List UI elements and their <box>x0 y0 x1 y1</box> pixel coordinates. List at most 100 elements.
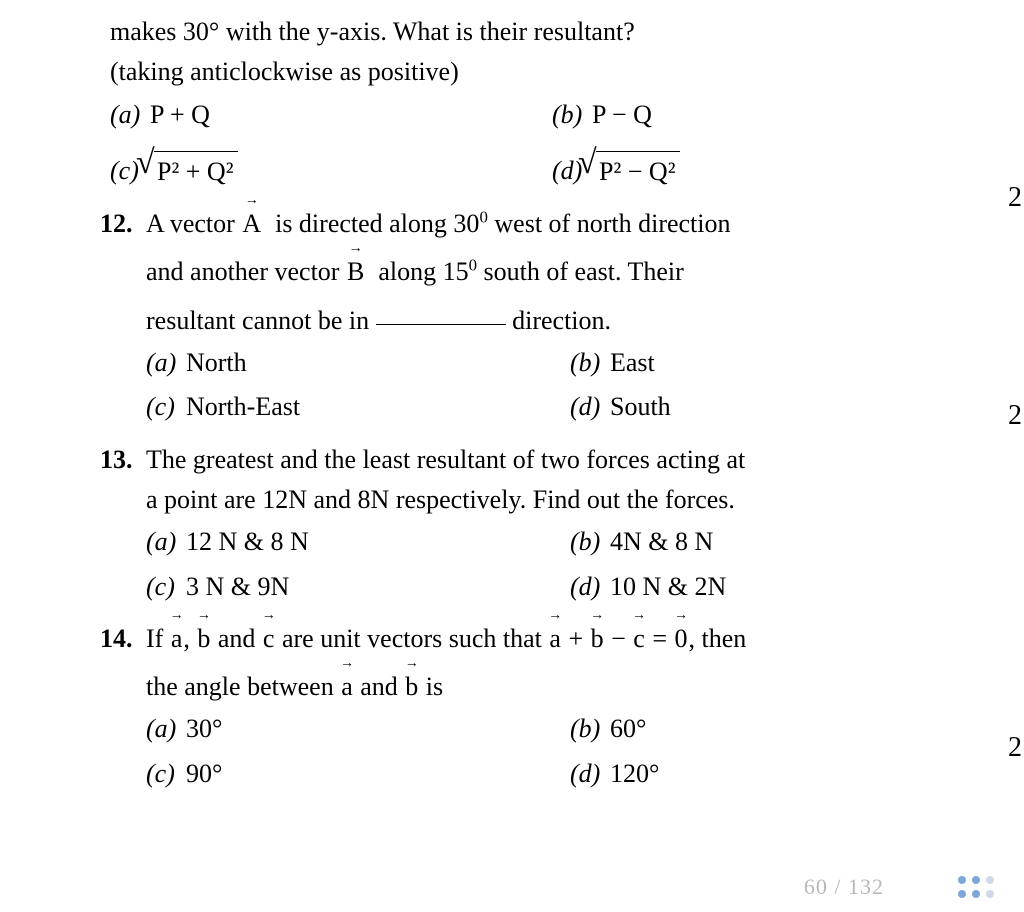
vector-b: →b <box>405 667 418 707</box>
option-label: (c) <box>146 567 186 607</box>
option-label: (b) <box>570 343 610 383</box>
option-c: (c)North-East <box>146 385 570 429</box>
option-a: (a)30° <box>146 707 570 751</box>
intro-options: (a) P + Q (b) P − Q (c) √P² + Q² (d) <box>110 93 994 195</box>
q12-line3: resultant cannot be in direction. <box>146 301 994 341</box>
vector-c: →c <box>633 619 645 659</box>
vector-a: →a <box>171 619 183 659</box>
vector-a: →a <box>341 667 353 707</box>
text-frag: direction. <box>506 306 611 335</box>
text-frag: A vector <box>146 209 241 238</box>
q14-line2: the angle between →a and →b is <box>146 667 994 707</box>
intro-line-2: (taking anticlockwise as positive) <box>110 52 994 92</box>
vector-letter: c <box>633 624 645 653</box>
text-frag: west of north direction <box>488 209 731 238</box>
option-label: (b) <box>570 709 610 749</box>
option-b: (b)60° <box>570 707 994 751</box>
text-frag: − <box>605 624 633 653</box>
option-text: 10 N & 2N <box>610 567 994 607</box>
option-a: (a) P + Q <box>110 93 552 137</box>
vector-c: →c <box>263 619 275 659</box>
q14-options: (a)30° (b)60° (c)90° (d)120° <box>146 707 994 796</box>
option-text: 3 N & 9N <box>186 567 570 607</box>
q13-line1: The greatest and the least resultant of … <box>146 440 994 480</box>
question-number: 14. <box>100 619 146 708</box>
option-label: (a) <box>146 709 186 749</box>
vector-b: →b <box>591 619 604 659</box>
q13-line2: a point are 12N and 8N respectively. Fin… <box>146 480 994 520</box>
option-label: (c) <box>146 754 186 794</box>
option-text: 4N & 8 N <box>610 522 994 562</box>
vector-letter: b <box>591 624 604 653</box>
text-frag: resultant cannot be in <box>146 306 376 335</box>
text-frag: , <box>183 624 196 653</box>
text-frag: are unit vectors such that <box>275 624 548 653</box>
option-label: (a) <box>146 522 186 562</box>
q12-line1: A vector →A is directed along 300 west o… <box>146 204 994 244</box>
question-number: 13. <box>100 440 146 521</box>
vector-letter: A <box>242 209 261 238</box>
option-text: North <box>186 343 570 383</box>
text-frag: is directed along 30 <box>269 209 480 238</box>
vector-letter: b <box>405 672 418 701</box>
question-14: 14. If →a, →b and →c are unit vectors su… <box>100 619 994 796</box>
vector-a: →A <box>242 204 261 244</box>
question-number: 12. <box>100 204 146 341</box>
vector-letter: B <box>347 257 364 286</box>
option-b: (b) P − Q <box>552 93 994 137</box>
option-label: (a) <box>110 95 150 135</box>
menu-dots-icon[interactable] <box>958 876 994 898</box>
q12-line2: and another vector →B along 150 south of… <box>146 252 994 292</box>
vector-letter: a <box>341 672 353 701</box>
text-frag: , then <box>689 624 747 653</box>
text-frag: is <box>419 672 443 701</box>
option-d: (d)South <box>570 385 994 429</box>
option-text: 30° <box>186 709 570 749</box>
question-body: The greatest and the least resultant of … <box>146 440 994 521</box>
option-text: P + Q <box>150 95 552 135</box>
sqrt-expression: √P² + Q² <box>150 151 238 192</box>
vector-letter: 0 <box>675 624 688 653</box>
question-body: If →a, →b and →c are unit vectors such t… <box>146 619 994 708</box>
option-label: (d) <box>570 567 610 607</box>
vector-letter: c <box>263 624 275 653</box>
option-label: (a) <box>146 343 186 383</box>
option-a: (a)12 N & 8 N <box>146 520 570 564</box>
option-b: (b)East <box>570 341 994 385</box>
question-12: 12. A vector →A is directed along 300 we… <box>100 204 994 429</box>
radicand: P² − Q² <box>596 151 680 192</box>
page-content: makes 30° with the y-axis. What is their… <box>0 0 1024 826</box>
option-label: (d) <box>570 754 610 794</box>
option-c: (c)90° <box>146 752 570 796</box>
option-a: (a)North <box>146 341 570 385</box>
option-label: (b) <box>570 522 610 562</box>
question-13: 13. The greatest and the least resultant… <box>100 440 994 609</box>
option-text: √P² − Q² <box>592 151 994 192</box>
option-text: 60° <box>610 709 994 749</box>
vector-zero: →0 <box>675 619 688 659</box>
text-frag: and <box>354 672 405 701</box>
vector-letter: a <box>171 624 183 653</box>
question-body: A vector →A is directed along 300 west o… <box>146 204 994 341</box>
option-text: √P² + Q² <box>150 151 552 192</box>
option-text: East <box>610 343 994 383</box>
option-label: (b) <box>552 95 592 135</box>
vector-b: →B <box>347 252 364 292</box>
sqrt-expression: √P² − Q² <box>592 151 680 192</box>
margin-marker: 2 <box>1008 400 1022 432</box>
vector-b: →b <box>197 619 210 659</box>
option-text: South <box>610 387 994 427</box>
option-d: (d) √P² − Q² <box>552 137 994 194</box>
text-frag: = <box>646 624 674 653</box>
option-label: (d) <box>570 387 610 427</box>
option-b: (b)4N & 8 N <box>570 520 994 564</box>
q12-options: (a)North (b)East (c)North-East (d)South <box>146 341 994 430</box>
text-frag: along 15 <box>372 257 469 286</box>
vector-letter: a <box>549 624 561 653</box>
blank-line <box>376 324 506 325</box>
margin-marker: 2 <box>1008 732 1022 764</box>
q14-line1: If →a, →b and →c are unit vectors such t… <box>146 619 994 659</box>
option-text: P − Q <box>592 95 994 135</box>
text-frag: south of east. Their <box>477 257 684 286</box>
option-text: 12 N & 8 N <box>186 522 570 562</box>
